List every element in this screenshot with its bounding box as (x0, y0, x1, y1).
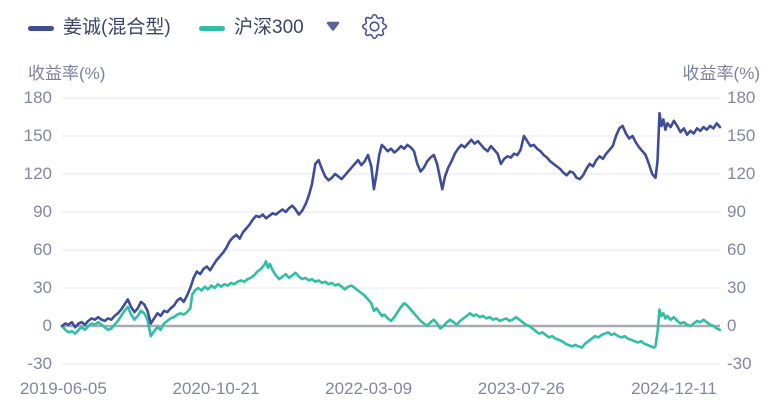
series-line-fund (60, 111, 722, 329)
y-tick-label: 30 (33, 278, 52, 297)
y-tick-label: 30 (727, 278, 746, 297)
y-tick-label: 90 (727, 202, 746, 221)
x-tick-label: 2023-07-26 (477, 379, 565, 398)
legend-item-fund[interactable]: 姜诚(混合型) (28, 15, 171, 41)
y-tick-label: 150 (727, 126, 756, 145)
benchmark-series-marker (199, 25, 225, 31)
y-tick-label: 0 (42, 316, 52, 335)
gridlines (62, 97, 720, 365)
y-tick-label: 180 (23, 88, 52, 107)
series-lines (60, 111, 722, 349)
benchmark-series-label: 沪深300 (234, 17, 304, 38)
series-line-benchmark (60, 260, 722, 349)
y-tick-label: 120 (23, 164, 52, 183)
x-tick-label: 2020-10-21 (172, 379, 260, 398)
y-axis-title-left: 收益率(%) (28, 64, 106, 83)
y-tick-label: 90 (33, 202, 52, 221)
y-tick-label: -30 (727, 354, 752, 373)
y-tick-label: 150 (23, 126, 52, 145)
y-tick-label: 120 (727, 164, 756, 183)
y-tick-label: 180 (727, 88, 756, 107)
y-tick-label: 60 (33, 240, 52, 259)
x-tick-label: 2019-06-05 (19, 379, 107, 398)
y-tick-label: 0 (727, 316, 737, 335)
y-tick-label: -30 (27, 354, 52, 373)
settings-gear-icon[interactable] (362, 14, 387, 39)
legend-item-benchmark[interactable]: 沪深300 (199, 15, 304, 41)
y-axis-title-right: 收益率(%) (682, 64, 760, 83)
x-tick-label: 2024-12-11 (631, 379, 717, 398)
chevron-down-icon[interactable] (326, 21, 340, 31)
fund-series-label: 姜诚(混合型) (63, 17, 171, 38)
x-tick-label: 2022-03-09 (325, 379, 413, 398)
fund-series-marker (28, 25, 54, 31)
y-tick-label: 60 (727, 240, 746, 259)
